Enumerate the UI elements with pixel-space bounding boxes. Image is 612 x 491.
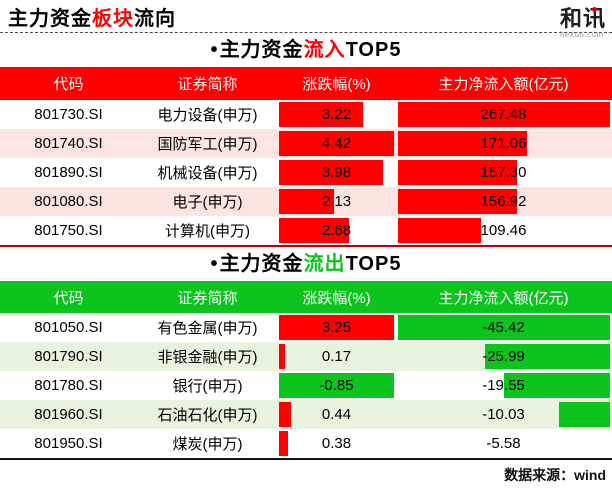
code-cell: 801050.SI <box>34 319 103 336</box>
table-row: 801080.SI 电子(申万) 2.13 156.92 <box>0 187 612 216</box>
pct-data-bar <box>279 160 383 185</box>
column-header-amount: 主力净流入额(亿元) <box>438 289 569 307</box>
code-cell: 801790.SI <box>34 348 103 365</box>
pct-cell: 3.98 <box>278 158 395 187</box>
amount-cell: -19.55 <box>395 371 612 400</box>
amount-data-bar <box>398 160 517 185</box>
pct-cell: 0.38 <box>278 429 395 458</box>
table-row: 801950.SI 煤炭(申万) 0.38 -5.58 <box>0 429 612 458</box>
outflow-table-header: 代码 证券简称 涨跌幅(%) 主力净流入额(亿元) <box>0 281 612 313</box>
table-row: 801890.SI 机械设备(申万) 3.98 157.30 <box>0 158 612 187</box>
code-cell: 801890.SI <box>34 164 103 181</box>
pct-data-bar <box>279 131 394 156</box>
amount-data-bar <box>398 102 610 127</box>
amount-cell: -10.03 <box>395 400 612 429</box>
page-title: 主力资金板块流向 <box>8 7 176 31</box>
code-cell: 801080.SI <box>34 193 103 210</box>
amount-data-bar <box>504 373 610 398</box>
table-row: 801750.SI 计算机(申万) 2.68 109.46 <box>0 216 612 245</box>
title-part-3: 流向 <box>134 8 176 30</box>
name-cell: 银行(申万) <box>172 378 243 395</box>
amount-data-bar <box>398 315 610 340</box>
amount-data-bar <box>398 189 517 214</box>
pct-data-bar <box>279 402 291 427</box>
pct-data-bar <box>279 189 335 214</box>
table-row: 801730.SI 电力设备(申万) 3.22 267.48 <box>0 100 612 129</box>
pct-data-bar <box>279 315 394 340</box>
code-cell: 801740.SI <box>34 135 103 152</box>
column-header-code: 代码 <box>53 76 84 93</box>
name-cell: 国防军工(申万) <box>157 136 258 153</box>
column-header-amount: 主力净流入额(亿元) <box>438 76 569 93</box>
name-cell: 电力设备(申万) <box>157 107 258 124</box>
column-header-pct: 涨跌幅(%) <box>302 289 371 307</box>
amount-cell: 109.46 <box>395 216 612 245</box>
table-row: 801790.SI 非银金融(申万) 0.17 -25.99 <box>0 342 612 371</box>
amount-data-bar <box>398 131 528 156</box>
pct-cell: 3.22 <box>278 100 395 129</box>
pct-cell: 3.25 <box>278 313 395 342</box>
pct-cell: 2.13 <box>278 187 395 216</box>
pct-cell: 0.44 <box>278 400 395 429</box>
inflow-section: •主力资金流入TOP5 代码 证券简称 涨跌幅(%) 主力净流入额(亿元) 80… <box>0 39 612 247</box>
amount-cell: 267.48 <box>395 100 612 129</box>
table-row: 801740.SI 国防军工(申万) 4.42 171.06 <box>0 129 612 158</box>
outflow-section: •主力资金流出TOP5 代码 证券简称 涨跌幅(%) 主力净流入额(亿元) 80… <box>0 253 612 460</box>
inflow-table: 代码 证券简称 涨跌幅(%) 主力净流入额(亿元) 801730.SI 电力设备… <box>0 67 612 247</box>
name-cell: 电子(申万) <box>172 194 243 211</box>
table-row: 801780.SI 银行(申万) -0.85 -19.55 <box>0 371 612 400</box>
outflow-table: 代码 证券简称 涨跌幅(%) 主力净流入额(亿元) 801050.SI 有色金属… <box>0 281 612 460</box>
bullet-icon: • <box>210 253 219 275</box>
column-header-name: 证券简称 <box>177 76 238 93</box>
amount-data-bar <box>559 402 610 427</box>
pct-cell: -0.85 <box>278 371 395 400</box>
amount-cell: 171.06 <box>395 129 612 158</box>
title-part-2: 板块 <box>92 8 134 30</box>
name-cell: 计算机(申万) <box>165 223 250 240</box>
column-header-pct: 涨跌幅(%) <box>302 76 371 93</box>
table-row: 801050.SI 有色金属(申万) 3.25 -45.42 <box>0 313 612 342</box>
pct-data-bar <box>279 431 289 456</box>
data-source-label: 数据来源：wind <box>504 467 606 483</box>
table-row: 801960.SI 石油石化(申万) 0.44 -10.03 <box>0 400 612 429</box>
amount-cell: -25.99 <box>395 342 612 371</box>
outflow-section-title: •主力资金流出TOP5 <box>210 253 402 275</box>
name-cell: 非银金融(申万) <box>157 349 258 366</box>
pct-cell: 0.17 <box>278 342 395 371</box>
hexun-logo-domain: hexun.com <box>559 30 604 39</box>
name-cell: 机械设备(申万) <box>157 165 258 182</box>
pct-cell: 2.68 <box>278 216 395 245</box>
code-cell: 801780.SI <box>34 377 103 394</box>
amount-data-bar <box>398 218 481 243</box>
dashed-divider <box>0 32 612 33</box>
name-cell: 煤炭(申万) <box>172 436 243 453</box>
inflow-table-header: 代码 证券简称 涨跌幅(%) 主力净流入额(亿元) <box>0 67 612 100</box>
amount-cell: -45.42 <box>395 313 612 342</box>
pct-data-bar <box>279 102 363 127</box>
name-cell: 石油石化(申万) <box>157 407 258 424</box>
name-cell: 有色金属(申万) <box>157 320 258 337</box>
logo-red-dot-icon <box>592 7 597 12</box>
bullet-icon: • <box>210 39 219 61</box>
amount-cell: 157.30 <box>395 158 612 187</box>
code-cell: 801750.SI <box>34 222 103 239</box>
hexun-logo-text: 和讯 <box>559 6 606 31</box>
amount-cell: 156.92 <box>395 187 612 216</box>
title-part-1: 主力资金 <box>8 8 92 30</box>
amount-cell: -5.58 <box>486 435 521 452</box>
code-cell: 801960.SI <box>34 406 103 423</box>
pct-data-bar <box>279 373 394 398</box>
column-header-code: 代码 <box>53 289 84 307</box>
topbar: 主力资金板块流向 和讯 hexun.com <box>0 0 612 39</box>
pct-cell: 4.42 <box>278 129 395 158</box>
amount-data-bar <box>484 344 610 369</box>
code-cell: 801950.SI <box>34 435 103 452</box>
code-cell: 801730.SI <box>34 106 103 123</box>
hexun-logo: 和讯 hexun.com <box>559 6 606 39</box>
pct-data-bar <box>279 218 350 243</box>
pct-data-bar <box>279 344 285 369</box>
column-header-name: 证券简称 <box>177 289 238 307</box>
inflow-section-title: •主力资金流入TOP5 <box>210 39 402 61</box>
